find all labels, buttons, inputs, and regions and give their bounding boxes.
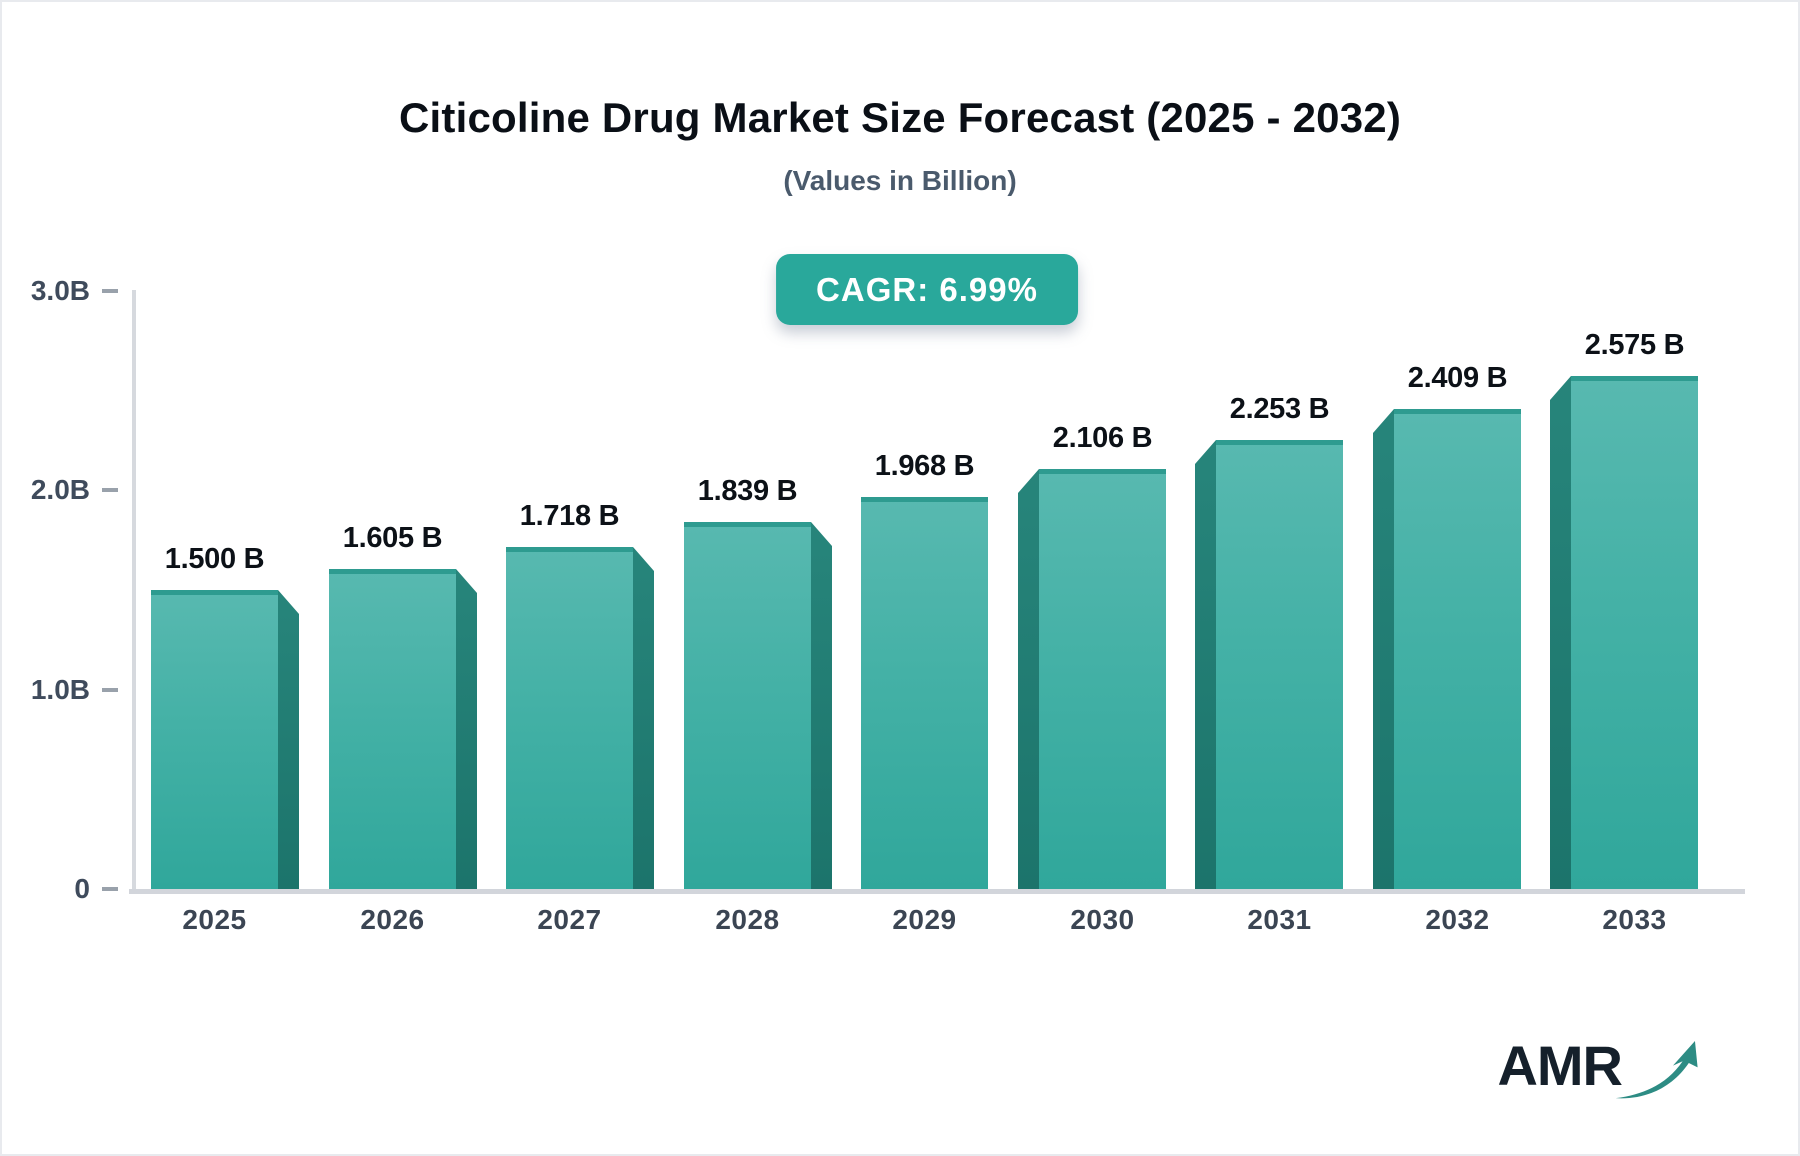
y-axis-line [132, 290, 136, 889]
bar-value-label: 1.718 B [519, 500, 620, 532]
bar-value-label: 1.968 B [874, 450, 975, 482]
bar [1216, 440, 1343, 889]
y-tick-mark [102, 289, 118, 293]
bar-top-edge [329, 569, 456, 574]
bar-3d-side [633, 547, 654, 889]
y-tick-label: 3.0B [30, 275, 90, 306]
x-tick-label: 2031 [1247, 904, 1312, 935]
bar-3d-side [1373, 409, 1394, 889]
bar [684, 522, 811, 889]
x-tick-label: 2033 [1602, 904, 1667, 935]
y-tick-mark [102, 488, 118, 493]
bar-top-edge [1394, 409, 1521, 414]
bar [1571, 376, 1698, 889]
x-tick-label: 2026 [360, 904, 425, 935]
y-tick-label: 1.0B [30, 673, 90, 705]
y-tick-mark [102, 687, 118, 692]
y-tick-label: 2.0B [30, 474, 90, 506]
bar-top-edge [1571, 376, 1698, 381]
chart-subtitle: (Values in Billion) [783, 165, 1017, 196]
bar-3d-side [811, 522, 832, 889]
bar-value-label: 1.605 B [342, 522, 443, 554]
bar [329, 569, 456, 889]
bar [1394, 409, 1521, 889]
bar-value-label: 2.409 B [1407, 362, 1508, 394]
bar-3d-side [1195, 440, 1216, 889]
x-tick-label: 2025 [182, 904, 247, 935]
bar-top-edge [1216, 440, 1343, 445]
bar [1039, 469, 1166, 889]
growth-arrow-icon [1615, 1040, 1698, 1099]
amr-logo: AMR [1497, 1036, 1702, 1102]
bar-3d-side [1550, 376, 1571, 889]
bar-top-edge [1039, 469, 1166, 474]
bar-top-edge [684, 522, 811, 527]
bar-value-label: 1.839 B [697, 475, 798, 507]
cagr-badge: CAGR: 6.99% [776, 254, 1078, 325]
x-axis-line [129, 889, 1745, 894]
y-tick-mark [102, 887, 118, 891]
bar-top-edge [506, 547, 633, 552]
bar-value-label: 2.253 B [1229, 393, 1330, 425]
x-tick-label: 2029 [892, 904, 957, 935]
bar [151, 590, 278, 889]
cagr-badge-label: CAGR: 6.99% [816, 271, 1038, 308]
y-tick-label: 0 [74, 873, 90, 904]
chart-title: Citicoline Drug Market Size Forecast (20… [398, 94, 1402, 141]
bar-top-edge [151, 590, 278, 595]
x-tick-label: 2028 [715, 904, 780, 935]
bar-value-label: 2.575 B [1584, 329, 1685, 361]
bar-top-edge [861, 497, 988, 502]
bar-3d-side [1018, 469, 1039, 889]
bar-3d-side [278, 590, 299, 889]
x-tick-label: 2027 [537, 904, 602, 935]
bar-value-label: 2.106 B [1052, 422, 1153, 454]
amr-logo-text: AMR [1497, 1034, 1623, 1097]
bar-3d-side [456, 569, 477, 889]
x-tick-label: 2032 [1425, 904, 1490, 935]
bar-value-label: 1.500 B [164, 543, 265, 575]
bar [506, 547, 633, 889]
bar [861, 497, 988, 889]
x-tick-label: 2030 [1070, 904, 1135, 935]
